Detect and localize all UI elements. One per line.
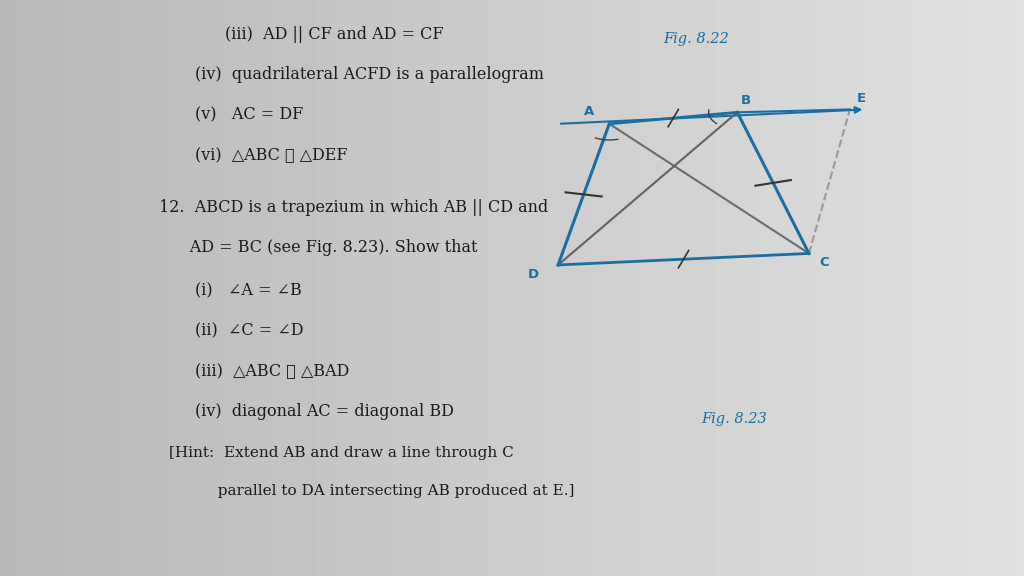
Text: [Hint:  Extend AB and draw a line through C: [Hint: Extend AB and draw a line through… — [169, 446, 514, 460]
Text: (iii)  △ABC ≅ △BAD: (iii) △ABC ≅ △BAD — [195, 363, 349, 380]
Text: (i)   ∠A = ∠B: (i) ∠A = ∠B — [195, 282, 301, 300]
Text: (ii)  ∠C = ∠D: (ii) ∠C = ∠D — [195, 323, 303, 340]
Text: (vi)  △ABC ≅ △DEF: (vi) △ABC ≅ △DEF — [195, 147, 347, 164]
Text: AD = BC (see Fig. 8.23). Show that: AD = BC (see Fig. 8.23). Show that — [159, 239, 477, 256]
Text: (iii)  AD || CF and AD = CF: (iii) AD || CF and AD = CF — [225, 26, 443, 43]
Text: (iv)  quadrilateral ACFD is a parallelogram: (iv) quadrilateral ACFD is a parallelogr… — [195, 66, 544, 84]
Text: D: D — [527, 268, 539, 281]
Text: 12.  ABCD is a trapezium in which AB || CD and: 12. ABCD is a trapezium in which AB || C… — [159, 199, 548, 216]
Text: Fig. 8.23: Fig. 8.23 — [701, 412, 767, 426]
Text: A: A — [584, 105, 594, 118]
Text: E: E — [857, 92, 866, 105]
Text: C: C — [819, 256, 828, 270]
Text: B: B — [740, 93, 751, 107]
Text: parallel to DA intersecting AB produced at E.]: parallel to DA intersecting AB produced … — [169, 484, 574, 498]
Text: (v)   AC = DF: (v) AC = DF — [195, 107, 303, 124]
Text: (iv)  diagonal AC = diagonal BD: (iv) diagonal AC = diagonal BD — [195, 403, 454, 420]
Text: Fig. 8.22: Fig. 8.22 — [664, 32, 729, 46]
